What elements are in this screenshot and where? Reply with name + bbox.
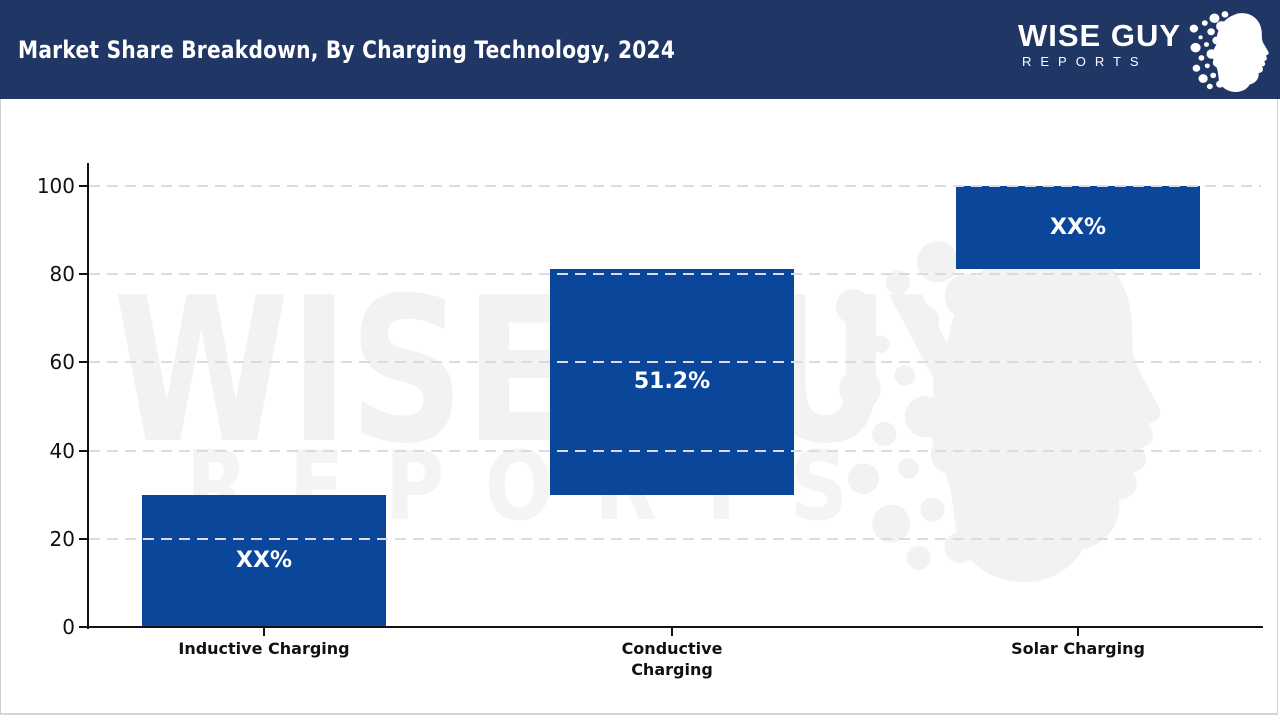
bar-value-label: XX% (1050, 214, 1106, 240)
watermark-dotted-head-icon (829, 217, 1174, 582)
y-tick-label-0: 0 (62, 615, 75, 639)
y-tick-60 (79, 361, 87, 364)
y-tick-40 (79, 449, 87, 452)
x-axis-spine (87, 626, 1263, 628)
y-tick-label-20: 20 (49, 526, 75, 551)
gridline-y40 (89, 449, 1261, 452)
y-tick-80 (79, 273, 87, 276)
y-tick-label-40: 40 (49, 438, 75, 463)
x-tick-2 (1077, 628, 1079, 636)
logo-wordmark: WISE GUY (1018, 18, 1182, 53)
y-axis-spine (87, 163, 89, 629)
bar-value-label: 51.2% (633, 369, 711, 395)
y-tick-label-80: 80 (49, 262, 75, 287)
chart-area: WISE GUY REPORTS 0 20 40 60 80 100 XX% 51.2% XX%… (0, 99, 1278, 715)
header-bar: Market Share Breakdown, By Charging Tech… (0, 0, 1280, 99)
wise-guy-reports-logo: WISE GUY REPORTS (1018, 6, 1268, 94)
gridline-y80 (89, 273, 1261, 276)
y-tick-label-100: 100 (36, 174, 75, 198)
x-tick-label-2: Solar Charging (1011, 639, 1145, 658)
x-tick-label-0: Inductive Charging (178, 639, 350, 658)
x-tick-0 (263, 628, 265, 636)
bar-conductive-charging: 51.2% (550, 268, 794, 495)
dotted-head-icon (1188, 8, 1272, 92)
gridline-y20 (89, 537, 1261, 540)
chart-title: Market Share Breakdown, By Charging Tech… (18, 35, 676, 64)
bar-value-label: XX% (236, 548, 292, 574)
gridline-y100 (89, 185, 1261, 187)
logo-text: WISE GUY REPORTS (1018, 20, 1181, 69)
y-tick-20 (79, 537, 87, 540)
y-tick-100 (79, 185, 87, 187)
bar-inductive-charging: XX% (142, 494, 386, 627)
x-tick-1 (671, 628, 673, 636)
logo-subtitle: REPORTS (1022, 54, 1148, 69)
gridline-y60 (89, 361, 1261, 364)
bar-solar-charging: XX% (956, 186, 1200, 269)
x-tick-label-1: Conductive Charging (621, 639, 723, 679)
y-tick-0 (79, 626, 87, 628)
y-tick-label-60: 60 (49, 350, 75, 375)
